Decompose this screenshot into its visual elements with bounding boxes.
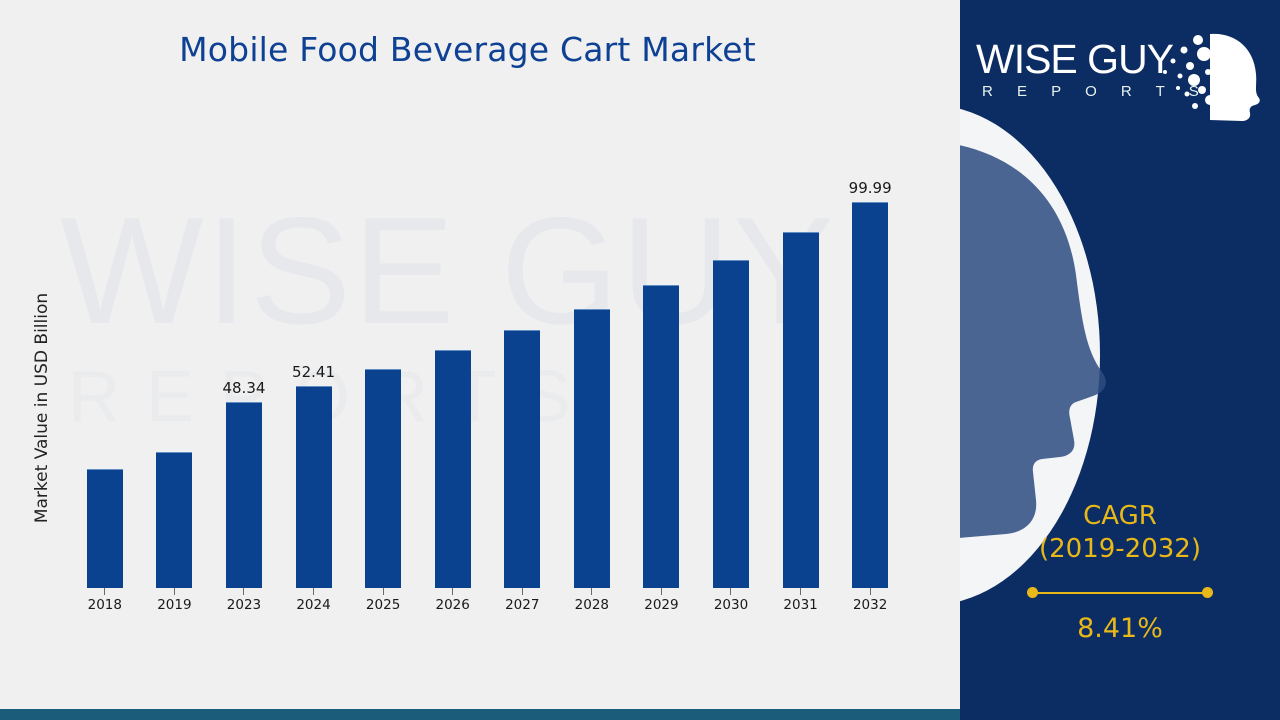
tick-slot xyxy=(209,588,279,596)
bar xyxy=(643,285,680,588)
brand-logo: WISE GUY R E P O R T S xyxy=(968,28,1268,121)
x-axis-tick xyxy=(313,588,315,595)
xlabel-slot: 2025 xyxy=(348,594,418,613)
divider-line xyxy=(1032,591,1208,594)
bar-slot xyxy=(70,160,140,588)
xlabel-slot: 2031 xyxy=(766,594,836,613)
xlabel-slot: 2028 xyxy=(557,594,627,613)
bar xyxy=(712,260,749,588)
bar-slot xyxy=(348,160,418,588)
xlabel-slot: 2023 xyxy=(209,594,279,613)
bar-slot: 48.34 xyxy=(209,160,279,588)
bar xyxy=(295,386,332,588)
bar xyxy=(86,469,123,588)
logo-wordmark: WISE GUY xyxy=(976,36,1174,82)
bar xyxy=(365,369,402,588)
plot-area: 48.34 52.41 99.99 xyxy=(70,160,905,588)
x-axis-tick-label: 2031 xyxy=(783,597,818,613)
bar-value-label: 52.41 xyxy=(292,363,335,381)
tick-slot xyxy=(696,588,766,596)
xlabel-slot: 2019 xyxy=(140,594,210,613)
bar-slot xyxy=(557,160,627,588)
bar-slot xyxy=(487,160,557,588)
x-axis-tick-label: 2029 xyxy=(644,597,679,613)
x-axis-tick-label: 2028 xyxy=(574,597,610,613)
bar xyxy=(225,402,262,588)
bar-slot xyxy=(418,160,488,588)
divider-dot-right xyxy=(1202,586,1213,598)
bar-slot xyxy=(766,160,836,588)
bar xyxy=(434,350,471,588)
x-axis-tick-label: 2023 xyxy=(226,597,262,613)
tick-slot xyxy=(279,588,349,596)
x-axis-tick xyxy=(800,588,802,595)
xlabel-slot: 2026 xyxy=(418,594,488,613)
brand-panel: WISE GUY R E P O R T S CAGR xyxy=(960,0,1280,720)
tick-slot xyxy=(70,588,140,596)
x-axis-tick xyxy=(452,588,454,595)
chart-panel: Mobile Food Beverage Cart Market WISE GU… xyxy=(30,30,905,613)
x-axis-tick xyxy=(591,588,593,595)
tick-slot xyxy=(766,588,836,596)
footer-strip xyxy=(0,709,1180,720)
x-axis-tick xyxy=(173,588,175,595)
xlabel-slot: 2024 xyxy=(279,594,349,613)
tick-slot xyxy=(835,588,905,596)
head-profile-icon xyxy=(960,145,1106,538)
x-axis-tick-label: 2024 xyxy=(296,597,331,613)
bar xyxy=(156,452,193,588)
x-axis-tick-label: 2030 xyxy=(713,597,749,613)
x-axis-tick xyxy=(382,588,384,595)
xlabel-slot: 2030 xyxy=(696,594,766,613)
tick-slot xyxy=(487,588,557,596)
bar-slot: 52.41 xyxy=(279,160,349,588)
bar-slot xyxy=(696,160,766,588)
x-axis-tick-label: 2019 xyxy=(157,597,192,613)
x-axis-tick xyxy=(521,588,523,595)
x-axis-tick-label: 2018 xyxy=(87,597,122,613)
x-axis-ticks xyxy=(70,588,905,596)
xlabel-slot: 2027 xyxy=(487,594,557,613)
x-axis-tick-label: 2027 xyxy=(505,597,540,613)
bar xyxy=(573,309,610,588)
xlabel-slot: 2029 xyxy=(627,594,697,613)
tick-slot xyxy=(557,588,627,596)
x-axis-tick xyxy=(104,588,106,595)
tick-slot xyxy=(140,588,210,596)
x-axis-tick xyxy=(869,588,871,595)
tick-slot xyxy=(418,588,488,596)
x-axis-tick xyxy=(660,588,662,595)
tick-slot xyxy=(348,588,418,596)
bar-slot: 99.99 xyxy=(835,160,905,588)
x-axis-tick xyxy=(730,588,732,595)
cagr-title: CAGR xyxy=(1083,501,1157,531)
bar xyxy=(504,330,541,588)
tick-slot xyxy=(627,588,697,596)
cagr-block: CAGR (2019-2032) 8.41% xyxy=(960,500,1280,644)
y-axis-title: Market Value in USD Billion xyxy=(30,238,54,578)
x-axis-tick-label: 2025 xyxy=(365,597,401,613)
logo-subtitle: R E P O R T S xyxy=(982,83,1209,100)
x-axis-tick-label: 2032 xyxy=(852,597,888,613)
bar xyxy=(782,232,819,588)
logo-head-icon xyxy=(1163,33,1260,121)
y-axis-title-text: Market Value in USD Billion xyxy=(32,292,53,524)
x-axis-labels: 2018 2019 2023 2024 2025 2026 2027 2028 2029 2030… xyxy=(70,594,905,613)
page-title: Mobile Food Beverage Cart Market xyxy=(179,30,756,69)
bar-series: 48.34 52.41 99.99 xyxy=(70,160,905,588)
bar-value-label: 48.34 xyxy=(222,379,266,397)
x-axis-tick-label: 2026 xyxy=(435,597,470,613)
xlabel-slot: 2018 xyxy=(70,594,140,613)
cagr-divider xyxy=(1027,586,1213,599)
bar xyxy=(852,202,889,588)
cagr-value: 8.41% xyxy=(1077,612,1163,644)
bar-slot xyxy=(627,160,697,588)
x-axis-tick xyxy=(243,588,245,595)
xlabel-slot: 2032 xyxy=(835,594,905,613)
bar-value-label: 99.99 xyxy=(848,179,892,197)
bar-slot xyxy=(140,160,210,588)
cagr-range: (2019-2032) xyxy=(1038,534,1201,565)
